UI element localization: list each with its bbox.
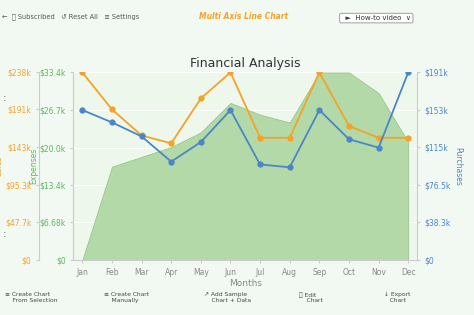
Y-axis label: Sales: Sales	[0, 156, 4, 176]
Title: Financial Analysis: Financial Analysis	[190, 57, 301, 70]
Y-axis label: Purchases: Purchases	[453, 147, 462, 186]
Text: :: :	[2, 93, 6, 103]
Text: ►  How-to video  ∨: ► How-to video ∨	[341, 15, 411, 21]
Text: ←  ⓢ Subscribed   ↺ Reset All   ≡ Settings: ← ⓢ Subscribed ↺ Reset All ≡ Settings	[2, 13, 140, 20]
Text: ↗ Add Sample
    Chart + Data: ↗ Add Sample Chart + Data	[204, 292, 251, 303]
Text: Multi Axis Line Chart: Multi Axis Line Chart	[199, 12, 288, 21]
X-axis label: Months: Months	[229, 279, 262, 288]
Text: ↓ Export
   Chart: ↓ Export Chart	[384, 292, 410, 303]
Y-axis label: Expenses: Expenses	[29, 148, 38, 184]
Text: ≡ Create Chart
    From Selection: ≡ Create Chart From Selection	[5, 292, 57, 303]
Text: :: :	[2, 229, 6, 239]
Text: ≡ Create Chart
    Manually: ≡ Create Chart Manually	[104, 292, 149, 303]
Text: 📊 Edit
    Chart: 📊 Edit Chart	[299, 292, 322, 303]
